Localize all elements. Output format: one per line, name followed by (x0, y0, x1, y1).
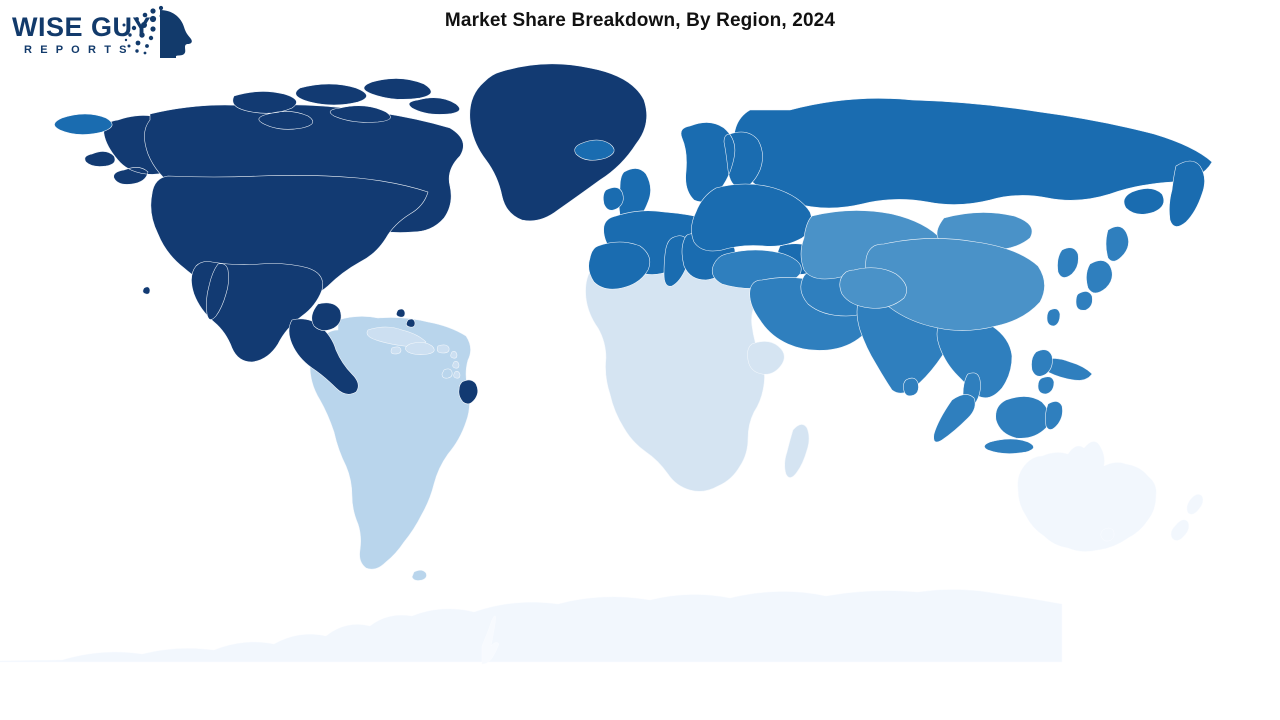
island-bahamas-shape[interactable] (396, 309, 415, 327)
world-map-svg (0, 48, 1280, 720)
island-taiwan-shape[interactable] (1047, 309, 1060, 326)
region-antarctica[interactable] (0, 589, 1062, 664)
head-dots-icon (122, 5, 192, 58)
country-new-zealand-shape[interactable] (1171, 494, 1203, 540)
island-pacific-dot-shape[interactable] (143, 287, 150, 294)
region-baja-california-shape[interactable] (206, 264, 228, 320)
island-falklands-shape[interactable] (412, 570, 427, 580)
island-java-shape[interactable] (984, 439, 1033, 454)
country-australia-shape[interactable] (1018, 441, 1157, 551)
region-africa[interactable] (586, 252, 809, 491)
country-sri-lanka-shape[interactable] (903, 378, 918, 396)
island-jamaica-shape[interactable] (391, 347, 401, 354)
country-iceland-shape[interactable] (575, 140, 615, 160)
country-china-shape[interactable] (866, 238, 1045, 330)
brand-logo-graphic: WISE GUY R E P O R T S (12, 5, 192, 58)
region-antarctica-shape[interactable] (0, 589, 1062, 662)
region-north-america[interactable] (85, 64, 647, 394)
island-hispaniola-shape[interactable] (405, 342, 434, 354)
region-afghanistan-pakistan-shape[interactable] (840, 268, 907, 309)
region-central-asia-china[interactable] (801, 210, 1045, 330)
country-somalia-horn-shape[interactable] (748, 341, 785, 374)
region-iberia-shape[interactable] (589, 242, 650, 289)
brand-logo: WISE GUY R E P O R T S (10, 4, 205, 58)
region-korea-shape[interactable] (1058, 248, 1079, 278)
country-japan-shape[interactable] (1076, 226, 1129, 310)
region-yucatan-shape[interactable] (312, 303, 341, 331)
country-french-guiana-shape[interactable] (459, 380, 478, 404)
island-sumatra-shape[interactable] (934, 394, 975, 442)
region-europe[interactable] (54, 98, 1212, 289)
brand-wordmark-secondary: R E P O R T S (24, 44, 129, 56)
region-antarctic-peninsula-shape[interactable] (482, 616, 499, 664)
island-borneo-shape[interactable] (996, 396, 1049, 438)
island-lesser-antilles-shape[interactable] (451, 351, 460, 378)
country-tasmania-shape[interactable] (1101, 528, 1114, 541)
region-caribbean[interactable] (367, 327, 460, 378)
island-puerto-rico-shape[interactable] (437, 345, 449, 353)
region-kamchatka-shape[interactable] (1124, 161, 1205, 227)
country-philippines-shape[interactable] (1032, 350, 1055, 394)
island-trinidad-shape[interactable] (442, 369, 452, 378)
region-eastern-europe-shape[interactable] (691, 184, 811, 251)
country-ireland-shape[interactable] (603, 187, 623, 210)
country-madagascar-shape[interactable] (785, 424, 809, 477)
region-central-america-shape[interactable] (289, 319, 358, 394)
world-map (0, 48, 1280, 720)
page-title: Market Share Breakdown, By Region, 2024 (444, 10, 836, 31)
brand-wordmark-primary: WISE GUY (12, 12, 151, 42)
region-chukotka-wrap-shape[interactable] (54, 114, 112, 135)
region-canadian-arctic-shape[interactable] (233, 78, 460, 129)
country-greenland-shape[interactable] (470, 64, 647, 221)
island-sulawesi-shape[interactable] (1045, 401, 1062, 429)
